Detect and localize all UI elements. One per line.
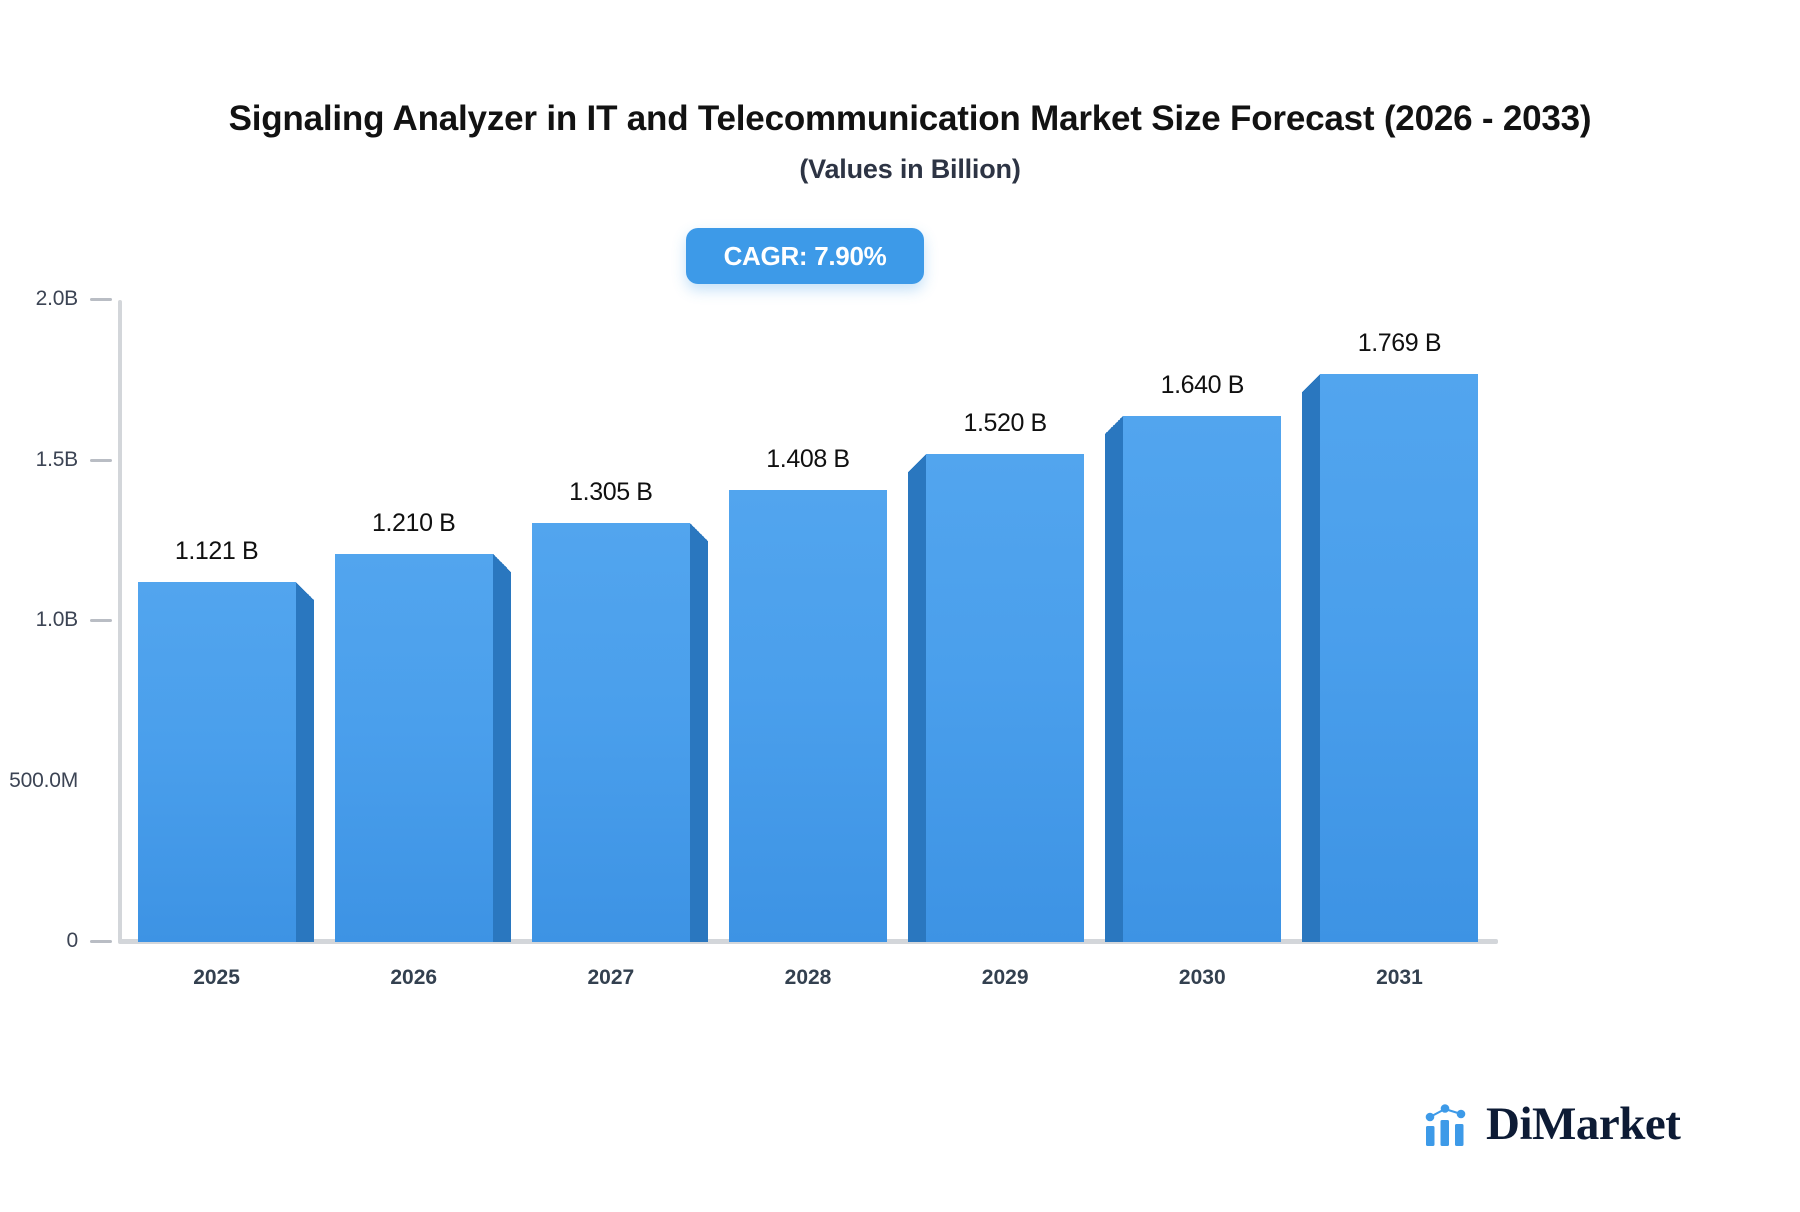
cagr-badge: CAGR: 7.90% <box>686 228 924 284</box>
bar-2027[interactable]: 1.305 B <box>531 300 708 942</box>
x-axis-label-2025: 2025 <box>193 966 240 989</box>
bars-layer: 1.121 B 1.210 B 1.305 B 1.408 B 1.520 B 1.640… <box>118 300 1498 942</box>
x-axis-label-2027: 2027 <box>587 966 635 989</box>
bar-2030[interactable]: 1.640 B <box>1105 300 1282 942</box>
y-axis-tick-label: 1.0B <box>35 608 79 631</box>
bar-value-label: 1.121 B <box>174 537 259 566</box>
bar-2031[interactable]: 1.769 B <box>1302 300 1479 942</box>
bar-side-cap <box>492 553 511 572</box>
y-axis-tick-0: 2.0B <box>0 287 112 313</box>
y-axis-tick-1: 1.5B <box>0 448 112 474</box>
bar-value-label: 1.210 B <box>372 508 456 537</box>
bar-side-face <box>295 600 314 942</box>
y-axis-tick-3: 500.0M <box>0 769 112 795</box>
chart-title: Signaling Analyzer in IT and Telecommuni… <box>228 99 1592 138</box>
y-axis-tick-label: 500.0M <box>9 768 78 792</box>
bar-side-cap <box>908 454 927 473</box>
y-axis-tick-label: 2.0B <box>35 287 79 310</box>
x-axis-label-2031: 2031 <box>1376 966 1423 989</box>
bar-side-cap <box>1105 415 1124 434</box>
bar-2025[interactable]: 1.121 B <box>137 300 314 942</box>
brand-logo-text: DiMarket <box>1486 1097 1681 1150</box>
bar-side-face <box>492 571 511 942</box>
y-axis-tick-label: 1.5B <box>35 447 79 471</box>
bar-side-cap <box>689 523 708 542</box>
bar-side-cap <box>295 582 314 601</box>
bar-side-face <box>908 472 927 942</box>
bar-value-label: 1.520 B <box>963 409 1047 438</box>
bar-front-face <box>137 582 296 942</box>
bar-front-face <box>926 454 1085 942</box>
chart-header: Signaling Analyzer in IT and Telecommuni… <box>160 95 1660 185</box>
bar-2026[interactable]: 1.210 B <box>334 300 511 942</box>
bar-side-face <box>689 541 708 942</box>
cagr-badge-label: CAGR: 7.90% <box>723 240 887 271</box>
bar-value-label: 1.769 B <box>1357 329 1442 358</box>
x-axis-label-2028: 2028 <box>784 966 832 989</box>
bar-front-face <box>729 490 887 942</box>
bar-2029[interactable]: 1.520 B <box>908 300 1085 942</box>
bar-front-face <box>1123 415 1282 942</box>
y-axis-tick-mark <box>90 940 112 943</box>
x-axis-label-2029: 2029 <box>981 966 1029 989</box>
y-axis-tick-2: 1.0B <box>0 608 112 634</box>
bar-side-face <box>1105 433 1124 942</box>
bar-chart-icon <box>1424 1100 1472 1148</box>
x-axis-label-2030: 2030 <box>1178 966 1226 989</box>
y-axis-tick-mark <box>90 458 112 462</box>
bar-value-label: 1.640 B <box>1160 370 1245 399</box>
y-axis-tick-mark <box>90 298 112 301</box>
bar-front-face <box>531 523 690 942</box>
brand-logo: DiMarket <box>1424 1097 1681 1150</box>
bar-front-face <box>334 553 493 942</box>
x-axis-label-2026: 2026 <box>390 966 438 989</box>
y-axis-tick-label: 0 <box>66 929 79 952</box>
bar-value-label: 1.408 B <box>766 445 850 474</box>
y-axis-spine <box>118 300 122 943</box>
bar-side-cap <box>1302 374 1321 393</box>
y-axis-tick-mark <box>90 619 112 622</box>
bar-front-face <box>1320 374 1479 942</box>
bar-2028[interactable]: 1.408 B <box>729 300 887 942</box>
chart-subtitle: (Values in Billion) <box>799 154 1021 185</box>
bar-value-label: 1.305 B <box>569 478 653 507</box>
bar-side-face <box>1302 392 1321 942</box>
y-axis-tick-4: 0 <box>0 929 112 955</box>
